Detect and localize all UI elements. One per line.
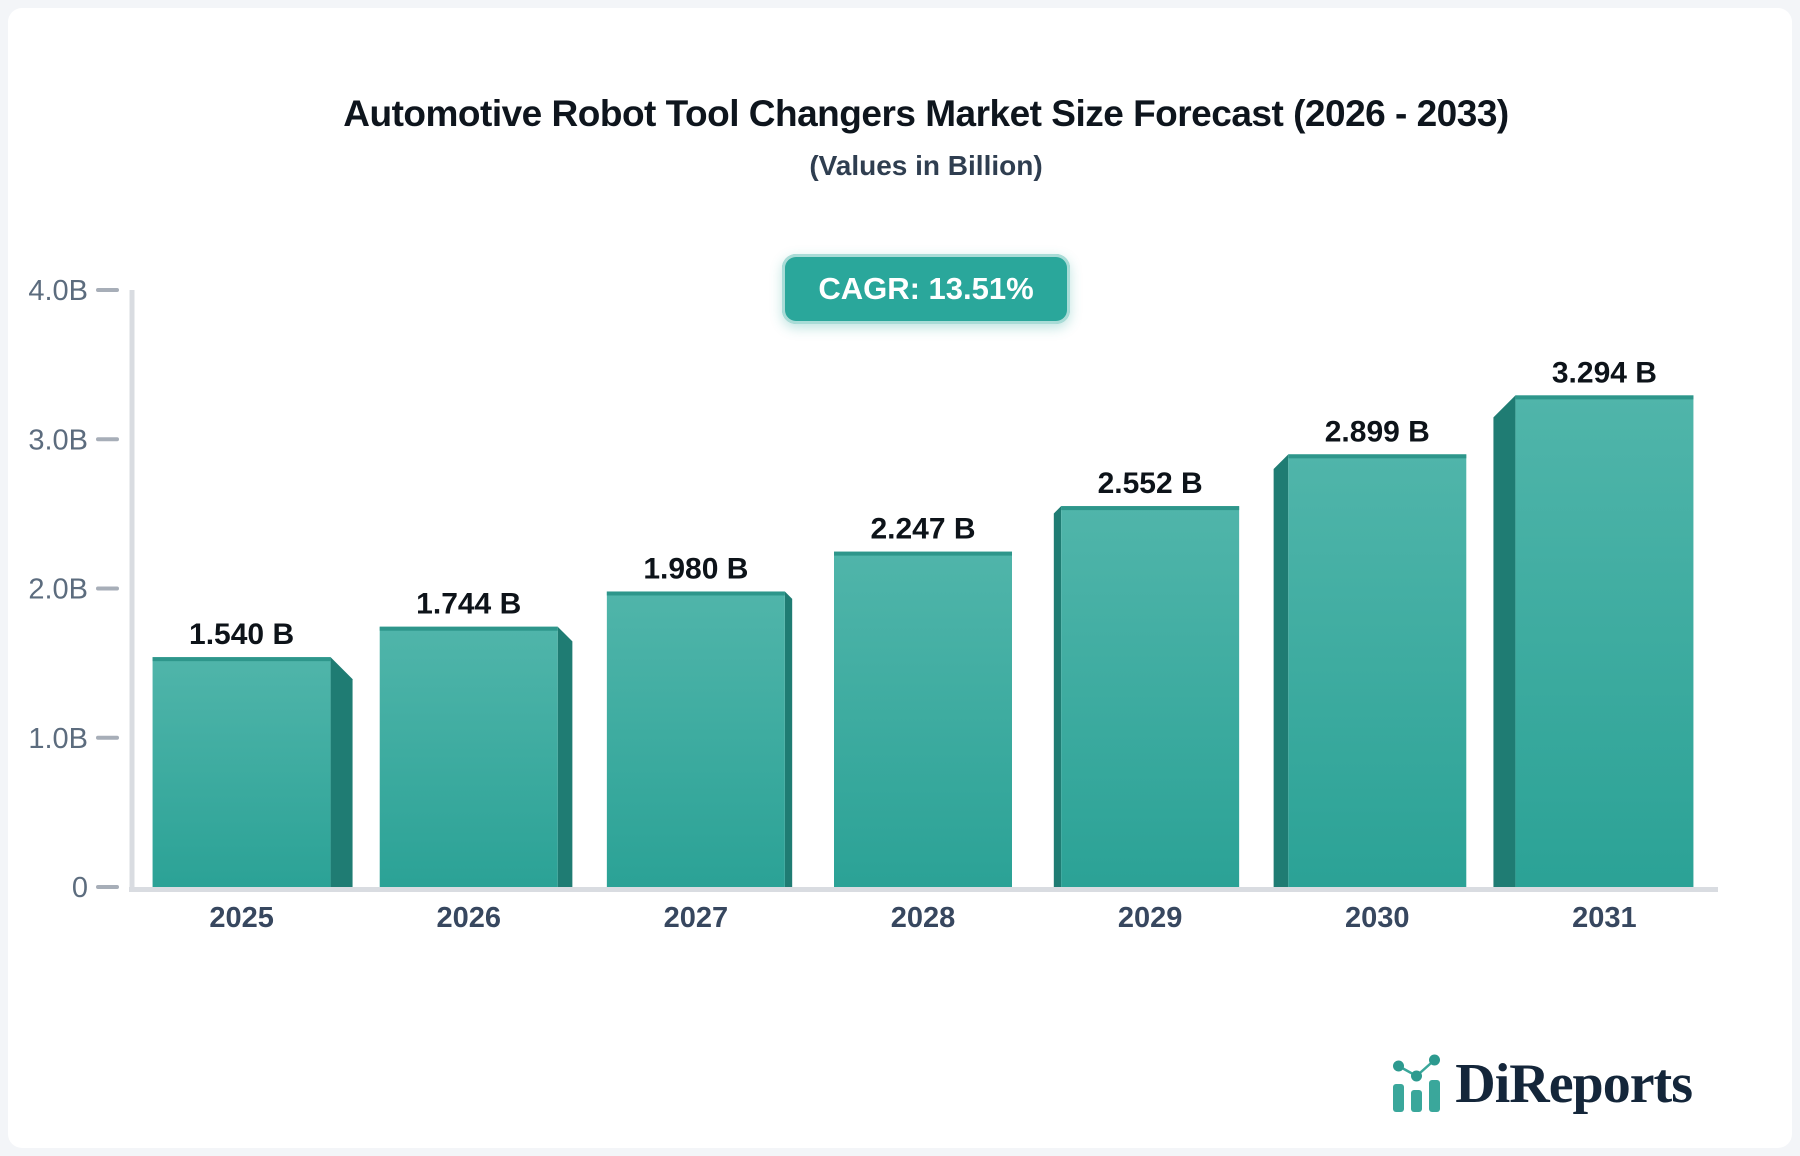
bar-side-face	[1053, 506, 1062, 887]
bar-face[interactable]	[606, 591, 785, 887]
x-category-label: 2025	[209, 902, 274, 934]
y-tick-label: 2.0B	[28, 574, 88, 606]
bar-value-label: 1.540 B	[189, 618, 294, 651]
bar-face[interactable]	[1061, 506, 1240, 887]
bar-value-label: 1.744 B	[416, 588, 521, 621]
chart-subtitle: (Values in Billion)	[809, 150, 1043, 182]
bar-face[interactable]	[1288, 454, 1467, 887]
bar-face[interactable]	[152, 657, 331, 887]
bar-face[interactable]	[1515, 395, 1694, 887]
bar-side-face	[1493, 395, 1516, 887]
y-tick-label: 0	[72, 872, 88, 904]
bar-top-edge	[606, 591, 785, 596]
x-category-label: 2030	[1345, 902, 1410, 934]
bar-top-edge	[1515, 395, 1694, 400]
bar-side-face	[784, 591, 793, 887]
x-category-label: 2028	[891, 902, 956, 934]
y-tick-label: 4.0B	[28, 275, 88, 307]
bar-value-label: 2.552 B	[1098, 467, 1203, 500]
mini-bar-line-chart-icon	[1393, 1054, 1441, 1112]
bar-value-label: 2.899 B	[1325, 415, 1430, 448]
y-tick-label: 1.0B	[28, 723, 88, 755]
bar-top-edge	[1061, 506, 1240, 511]
brand-logo: DiReports	[1391, 1050, 1693, 1115]
x-category-label: 2026	[436, 902, 501, 934]
bar-value-label: 2.247 B	[870, 513, 975, 546]
x-category-label: 2031	[1572, 902, 1637, 934]
x-category-label: 2029	[1118, 902, 1183, 934]
bar-face[interactable]	[834, 551, 1012, 887]
page-title: Automotive Robot Tool Changers Market Si…	[343, 93, 1509, 134]
bar-top-edge	[152, 657, 331, 662]
y-tick-label: 3.0B	[28, 424, 88, 456]
bar-top-edge	[379, 626, 558, 631]
bar-side-face	[1273, 454, 1289, 887]
bar-top-edge	[834, 551, 1012, 556]
brand-logo-text: DiReports	[1455, 1053, 1693, 1115]
bar-side-face	[330, 657, 353, 887]
bar-top-edge	[1288, 454, 1467, 459]
bar-face[interactable]	[379, 626, 558, 887]
chart-header: Automotive Robot Tool Changers Market Si…	[130, 92, 1722, 182]
badge-row: CAGR: 13.51%	[130, 254, 1722, 324]
bar-value-label: 3.294 B	[1552, 356, 1657, 389]
bar-side-face	[557, 626, 573, 887]
bar-value-label: 1.980 B	[643, 552, 748, 585]
x-category-label: 2027	[664, 902, 729, 934]
cagr-badge: CAGR: 13.51%	[782, 254, 1070, 324]
